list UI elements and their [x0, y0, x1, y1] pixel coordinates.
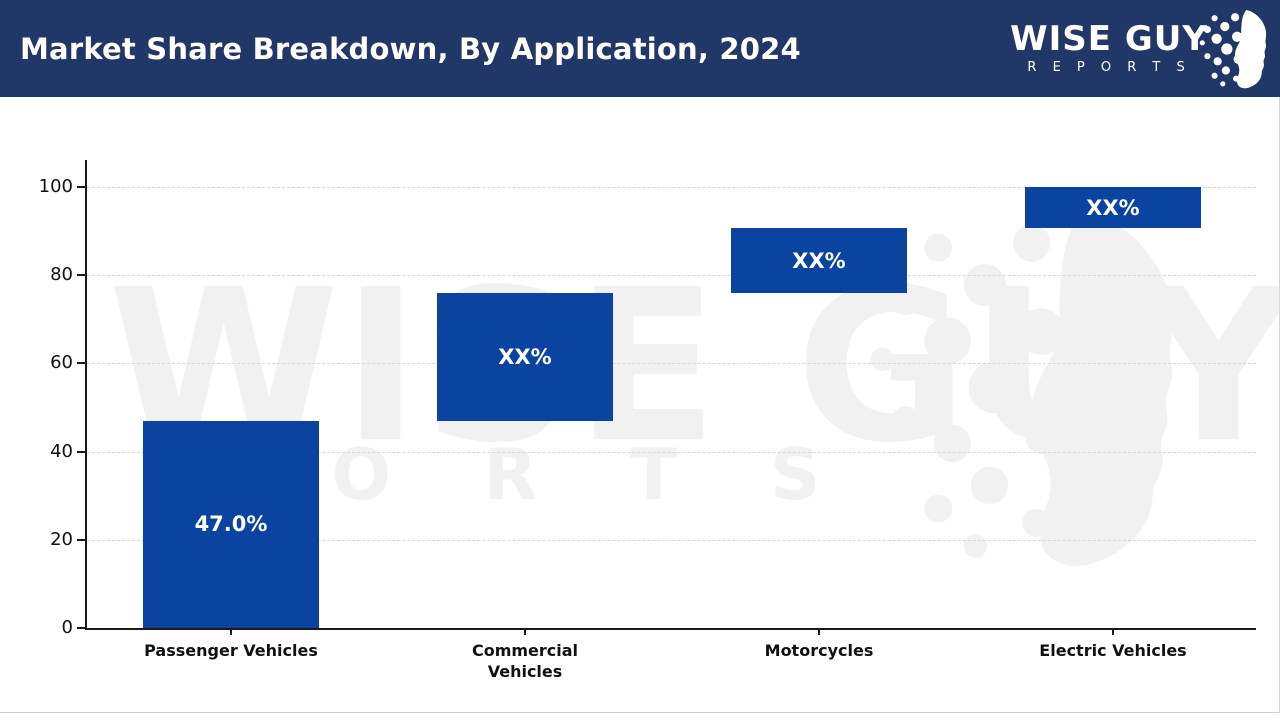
gridline-40 [87, 451, 1256, 453]
y-axis-tick-40 [77, 450, 85, 453]
page-title: Market Share Breakdown, By Application, … [20, 31, 801, 66]
wise-guy-reports-logo: WISE GUY R E P O R T S [1010, 8, 1270, 90]
bar-4: XX% [1025, 187, 1201, 229]
y-axis-label-100: 100 [38, 176, 73, 197]
y-axis-label-60: 60 [50, 352, 73, 374]
y-axis-label-40: 40 [50, 440, 73, 462]
gridline-60 [87, 363, 1256, 365]
gridline-20 [87, 539, 1256, 541]
x-axis-tick-1 [230, 628, 232, 635]
bar-value-label: XX% [792, 248, 846, 273]
y-axis-label-20: 20 [50, 528, 73, 550]
header-bar: Market Share Breakdown, By Application, … [0, 0, 1280, 97]
x-axis-tick-4 [1112, 628, 1114, 635]
y-axis-tick-0 [77, 627, 85, 629]
y-axis-label-0: 0 [61, 617, 73, 638]
logo-subtitle: R E P O R T S [1027, 60, 1191, 75]
bar-value-label: XX% [1086, 195, 1140, 220]
x-axis-tick-3 [818, 628, 820, 635]
bar-1: 47.0% [143, 420, 319, 628]
bar-value-label: 47.0% [194, 512, 268, 537]
x-axis-label-1: Passenger Vehicles [144, 641, 318, 660]
bar-3: XX% [731, 228, 907, 293]
x-axis-label-4: Electric Vehicles [1039, 641, 1187, 660]
x-axis-tick-2 [524, 628, 526, 635]
logo-wordmark: WISE GUY [1010, 19, 1208, 59]
gridline-100 [87, 187, 1256, 188]
x-axis-label-3: Motorcycles [764, 641, 874, 660]
watermark-face-icon [845, 200, 1190, 579]
x-axis-label-2: Commercial Vehicles [471, 641, 579, 681]
dotted-face-icon [1194, 8, 1270, 90]
y-axis-tick-60 [77, 362, 85, 365]
y-axis-label-80: 80 [50, 264, 73, 286]
bar-value-label: XX% [498, 344, 552, 369]
logo-text: WISE GUY R E P O R T S [1010, 22, 1208, 75]
bar-2: XX% [437, 292, 613, 421]
gridline-80 [87, 275, 1256, 277]
y-axis-tick-100 [77, 186, 85, 188]
bottom-divider [0, 712, 1280, 713]
y-axis-tick-20 [77, 538, 85, 541]
y-axis-tick-80 [77, 274, 85, 277]
plot-area: 0 20 40 60 80 100 47.0% Passenger Vehicles XX% Co… [39, 160, 1256, 681]
